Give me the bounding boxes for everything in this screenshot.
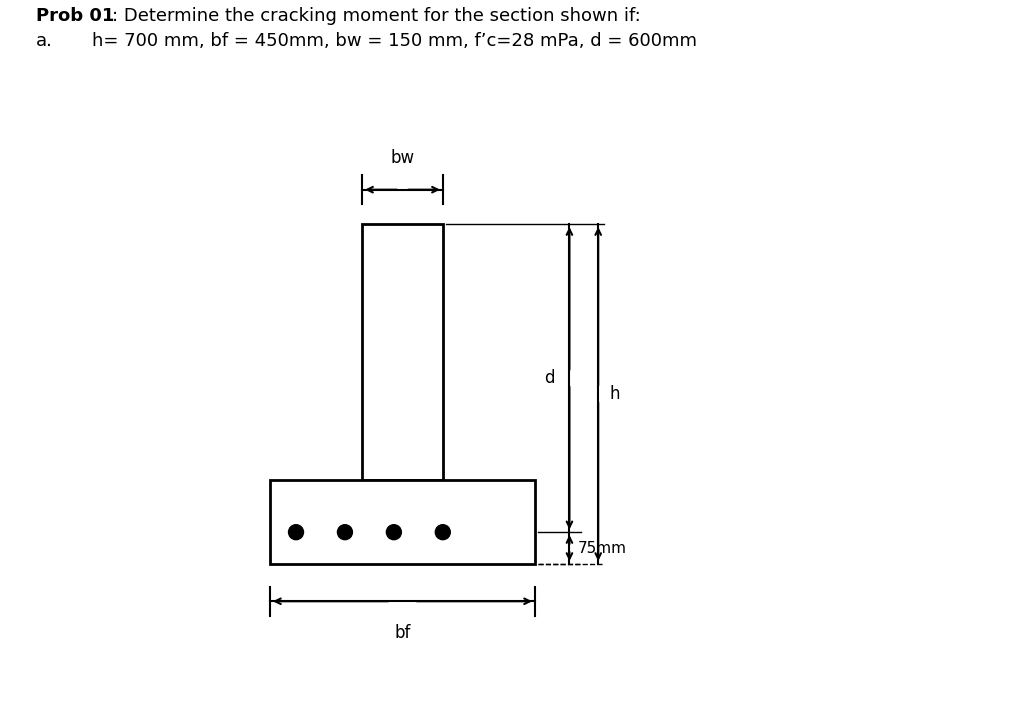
Text: : Determine the cracking moment for the section shown if:: : Determine the cracking moment for the … bbox=[112, 7, 640, 25]
Text: h: h bbox=[610, 385, 620, 403]
Text: h= 700 mm, bf = 450mm, bw = 150 mm, f’c=28 mPa, d = 600mm: h= 700 mm, bf = 450mm, bw = 150 mm, f’c=… bbox=[92, 32, 696, 50]
Circle shape bbox=[436, 524, 450, 540]
Text: bf: bf bbox=[394, 624, 410, 642]
Circle shape bbox=[288, 524, 303, 540]
Bar bbox=[270, 480, 534, 564]
Text: Prob 01: Prob 01 bbox=[36, 7, 114, 25]
Text: bw: bw bbox=[391, 149, 414, 166]
Text: d: d bbox=[545, 369, 555, 388]
Bar bbox=[362, 224, 443, 480]
Text: a.: a. bbox=[36, 32, 53, 50]
Text: 75mm: 75mm bbox=[578, 541, 627, 555]
Circle shape bbox=[387, 524, 401, 540]
Circle shape bbox=[337, 524, 352, 540]
